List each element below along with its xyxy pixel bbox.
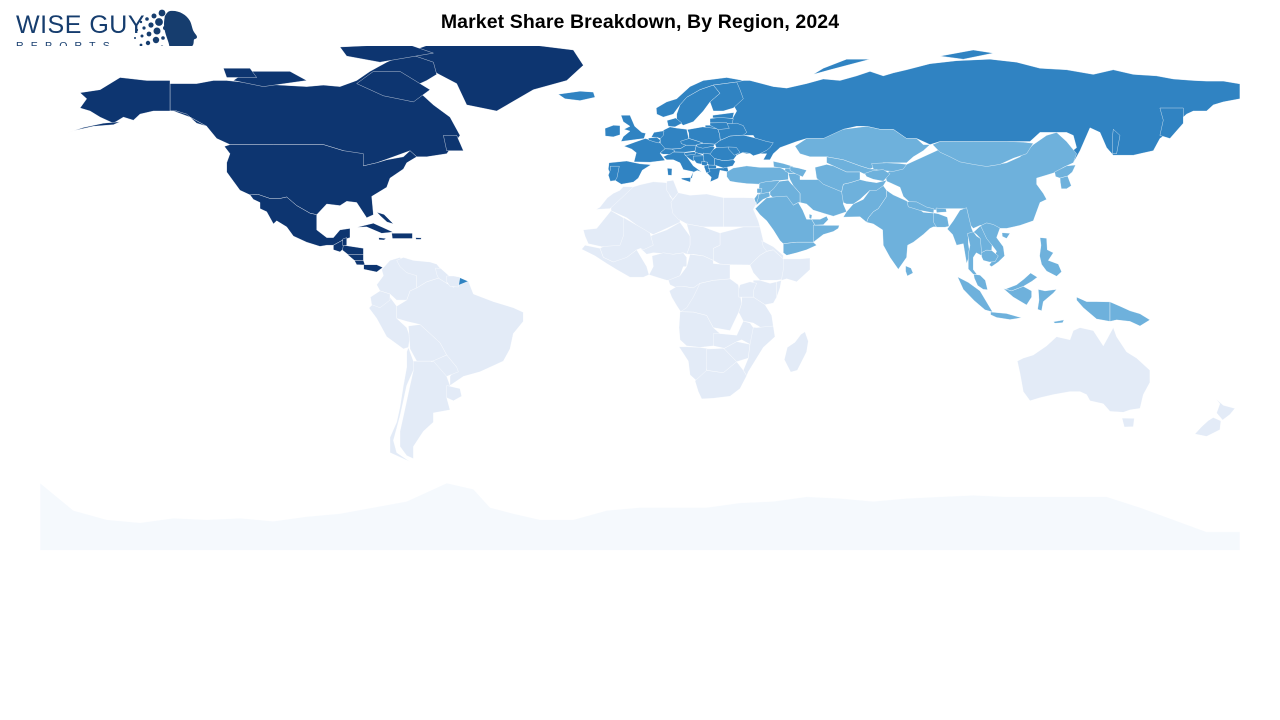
map-country-hispaniola[interactable]: [392, 233, 413, 238]
map-country-macedonia[interactable]: [708, 165, 716, 169]
map-country-canada-baffin[interactable]: [357, 71, 430, 102]
map-country-moldova[interactable]: [729, 147, 740, 155]
map-country-canada-ellesmere[interactable]: [340, 46, 433, 62]
map-country-laos[interactable]: [974, 226, 992, 253]
map-country-iceland[interactable]: [558, 91, 595, 100]
map-country-srilanka[interactable]: [906, 266, 913, 276]
map-country-cuba[interactable]: [357, 223, 393, 233]
map-country-tunisia[interactable]: [667, 180, 679, 199]
map-country-nepal[interactable]: [907, 202, 934, 213]
map-country-canada-newfoundland[interactable]: [443, 135, 463, 150]
map-country-southkorea[interactable]: [1060, 176, 1071, 189]
map-country-egypt[interactable]: [723, 198, 760, 227]
map-country-russia-novaya[interactable]: [813, 59, 870, 74]
map-country-turkmenistan[interactable]: [815, 164, 860, 191]
map-country-oman[interactable]: [813, 225, 839, 242]
map-country-newzealand-s[interactable]: [1195, 418, 1221, 437]
map-country-newzealand-n[interactable]: [1216, 399, 1235, 420]
map-country-bosnia[interactable]: [693, 156, 704, 164]
map-country-alaska-aleutians[interactable]: [67, 122, 120, 133]
map-country-jamaica[interactable]: [379, 238, 386, 240]
map-country-uae[interactable]: [812, 216, 829, 225]
map-country-indonesia-sulawesi[interactable]: [1038, 289, 1057, 310]
map-country-turkey[interactable]: [727, 166, 789, 184]
map-country-yemen[interactable]: [783, 242, 816, 255]
map-country-northkorea[interactable]: [1055, 165, 1076, 178]
map-country-slovenia[interactable]: [685, 152, 696, 156]
map-country-uganda-rwanda[interactable]: [738, 282, 756, 297]
map-country-lebanon[interactable]: [757, 189, 762, 194]
map-country-canada-banks[interactable]: [223, 68, 256, 77]
map-country-mauritania[interactable]: [583, 211, 623, 247]
map-country-china-hainan[interactable]: [1002, 233, 1010, 239]
map-country-azerbaijan[interactable]: [790, 167, 807, 177]
page-title: Market Share Breakdown, By Region, 2024: [440, 11, 840, 33]
map-country-tasmania[interactable]: [1122, 418, 1134, 427]
map-country-alaska[interactable]: [80, 78, 207, 127]
map-country-denmark[interactable]: [667, 118, 682, 127]
map-country-russia-severnaya[interactable]: [940, 50, 993, 59]
map-country-belize[interactable]: [343, 238, 347, 246]
map-country-indonesia-kalimantan[interactable]: [1003, 286, 1031, 305]
map-country-slovakia[interactable]: [697, 143, 715, 148]
map-country-suriname[interactable]: [447, 276, 460, 287]
map-country-philippines[interactable]: [1040, 238, 1062, 277]
map-country-australia[interactable]: [1017, 328, 1150, 413]
map-country-panama[interactable]: [364, 265, 383, 272]
map-country-bangladesh[interactable]: [934, 213, 949, 227]
map-country-finland[interactable]: [710, 82, 743, 111]
map-country-bhutan[interactable]: [936, 208, 947, 213]
map-country-ireland[interactable]: [605, 125, 620, 137]
map-country-zambia-malawi[interactable]: [713, 321, 753, 348]
map-country-eritrea-djibouti[interactable]: [762, 241, 784, 259]
map-country-guyana[interactable]: [435, 268, 449, 283]
map-country-antarctica[interactable]: [40, 483, 1240, 550]
map-country-qatar-kuwait[interactable]: [809, 214, 812, 219]
map-country-italy-sicily[interactable]: [681, 178, 690, 183]
map-country-pakistan[interactable]: [843, 183, 886, 223]
map-country-indonesia-java[interactable]: [991, 312, 1022, 320]
map-country-bahamas[interactable]: [377, 212, 393, 224]
map-country-mongolia[interactable]: [933, 142, 1034, 167]
map-country-madagascar[interactable]: [784, 332, 808, 372]
map-country-chile[interactable]: [390, 347, 413, 461]
map-country-malaysia[interactable]: [974, 274, 988, 290]
map-country-portugal[interactable]: [608, 166, 619, 181]
map-country-puertorico[interactable]: [416, 238, 422, 240]
map-country-montenegro[interactable]: [702, 161, 708, 166]
map-country-italy-sardinia[interactable]: [667, 168, 672, 175]
map-country-nigeria[interactable]: [649, 253, 687, 280]
map-country-gabon-congo[interactable]: [669, 283, 700, 311]
map-country-switzerland[interactable]: [660, 149, 675, 155]
map-country-morocco[interactable]: [596, 187, 633, 210]
map-country-russia-sakhalin[interactable]: [1112, 129, 1120, 153]
map-country-uk[interactable]: [621, 115, 646, 141]
map-country-greece[interactable]: [707, 167, 728, 182]
map-country-kyrgyzstan[interactable]: [872, 163, 907, 172]
map-country-paraguay[interactable]: [431, 355, 458, 376]
map-country-png[interactable]: [1110, 302, 1150, 326]
logo-line-primary: WISE GUY: [16, 11, 146, 39]
map-country-belgium[interactable]: [648, 137, 660, 143]
map-country-germany[interactable]: [660, 127, 689, 149]
map-country-russia-kamchatka[interactable]: [1160, 108, 1183, 139]
map-country-uruguay[interactable]: [447, 386, 462, 401]
map-country-indonesia-sumatra[interactable]: [958, 277, 993, 312]
map-country-somalia[interactable]: [777, 258, 810, 297]
world-choropleth-map: [0, 46, 1280, 706]
world-map-container: [0, 46, 1280, 706]
map-country-timor[interactable]: [1053, 320, 1064, 323]
map-country-westafrica[interactable]: [582, 245, 649, 277]
map-country-tajikistan[interactable]: [865, 170, 890, 182]
map-country-ecuador[interactable]: [370, 291, 390, 308]
map-country-lithuania[interactable]: [710, 123, 729, 130]
